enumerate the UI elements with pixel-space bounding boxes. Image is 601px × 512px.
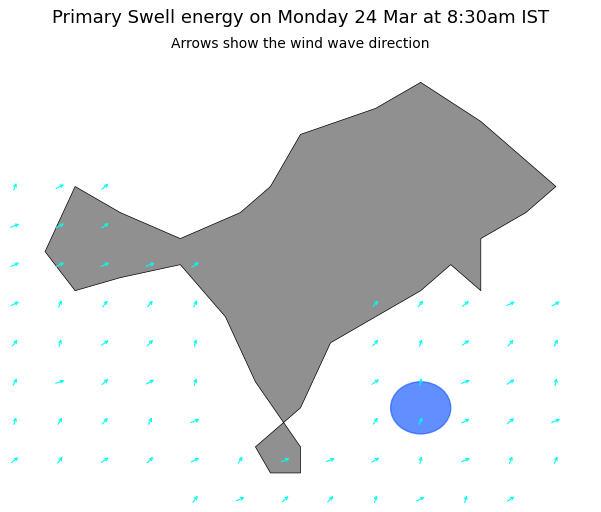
Polygon shape <box>45 82 556 473</box>
Text: Arrows show the wind wave direction: Arrows show the wind wave direction <box>171 37 430 51</box>
Circle shape <box>391 382 451 434</box>
Text: Primary Swell energy on Monday 24 Mar at 8:30am IST: Primary Swell energy on Monday 24 Mar at… <box>52 9 549 27</box>
